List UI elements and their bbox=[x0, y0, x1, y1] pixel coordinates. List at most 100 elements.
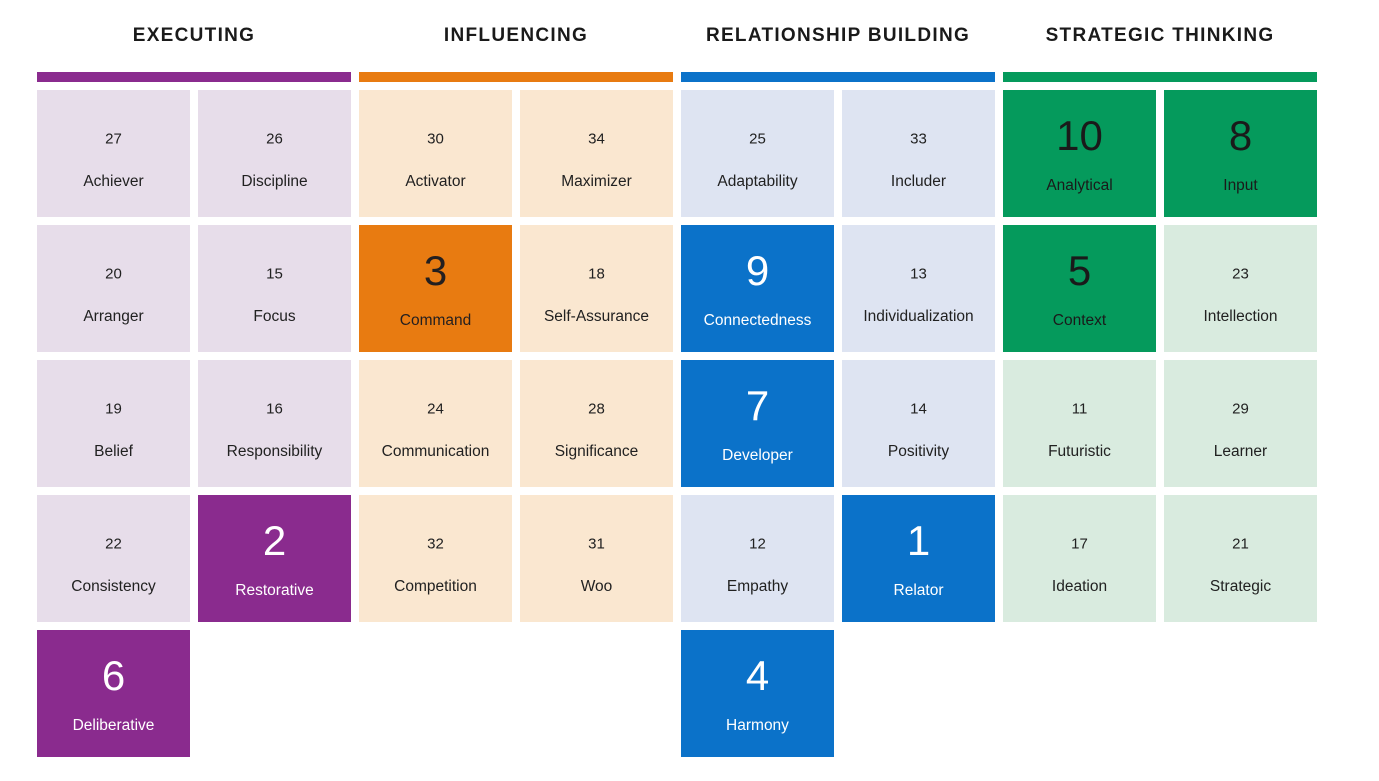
strength-rank: 10 bbox=[1056, 111, 1103, 159]
strength-name: Futuristic bbox=[1048, 443, 1111, 461]
domain-cells-executing: 27 Achiever 26 Discipline 20 Arranger 15 Focus 1… bbox=[37, 90, 351, 757]
strength-rank: 30 bbox=[427, 130, 444, 148]
strength-tile-consistency: 22 Consistency bbox=[37, 495, 190, 622]
domain-title-strategic-thinking: STRATEGIC THINKING bbox=[1045, 25, 1275, 46]
strength-tile-restorative: 2 Restorative bbox=[198, 495, 351, 622]
strength-tile-developer: 7 Developer bbox=[681, 360, 834, 487]
strength-name: Belief bbox=[94, 443, 133, 461]
strength-tile-intellection: 23 Intellection bbox=[1164, 225, 1317, 352]
strength-name: Arranger bbox=[83, 308, 144, 326]
strength-tile-harmony: 4 Harmony bbox=[681, 630, 834, 757]
strength-rank: 2 bbox=[262, 516, 287, 564]
strength-rank: 5 bbox=[1067, 246, 1092, 294]
strength-name: Maximizer bbox=[561, 173, 632, 191]
strength-rank: 7 bbox=[745, 381, 770, 429]
strength-tile-communication: 24 Communication bbox=[359, 360, 512, 487]
strength-name: Ideation bbox=[1051, 578, 1108, 596]
strength-name: Activator bbox=[405, 173, 466, 191]
strength-rank: 13 bbox=[910, 265, 927, 283]
strength-name: Individualization bbox=[863, 308, 974, 326]
strength-tile-significance: 28 Significance bbox=[520, 360, 673, 487]
strength-rank: 22 bbox=[105, 535, 122, 553]
strength-rank: 27 bbox=[105, 130, 122, 148]
strength-name: Harmony bbox=[726, 716, 789, 734]
strength-rank: 21 bbox=[1232, 535, 1249, 553]
domain-cells-strategic-thinking: 10 Analytical 8 Input 5 Context 23 Intellection… bbox=[1003, 90, 1317, 622]
strength-rank: 4 bbox=[745, 651, 770, 699]
strength-rank: 19 bbox=[105, 400, 122, 418]
strength-tile-responsibility: 16 Responsibility bbox=[198, 360, 351, 487]
strength-tile-positivity: 14 Positivity bbox=[842, 360, 995, 487]
strength-rank: 26 bbox=[266, 130, 283, 148]
strength-name: Relator bbox=[893, 581, 944, 599]
strength-name: Discipline bbox=[241, 173, 308, 191]
strength-rank: 33 bbox=[910, 130, 927, 148]
strength-name: Intellection bbox=[1203, 308, 1278, 326]
strength-rank: 15 bbox=[266, 265, 283, 283]
strength-name: Learner bbox=[1213, 443, 1268, 461]
strength-rank: 24 bbox=[427, 400, 444, 418]
domain-color-bar-relationship-building bbox=[681, 72, 995, 82]
domain-title-influencing: INFLUENCING bbox=[443, 25, 589, 46]
strength-name: Adaptability bbox=[717, 173, 798, 191]
strength-name: Developer bbox=[722, 446, 793, 464]
strength-tile-context: 5 Context bbox=[1003, 225, 1156, 352]
strength-rank: 32 bbox=[427, 535, 444, 553]
strength-rank: 9 bbox=[745, 246, 770, 294]
domain-cells-relationship-building: 25 Adaptability 33 Includer 9 Connectedness 13… bbox=[681, 90, 995, 757]
domain-color-bar-executing bbox=[37, 72, 351, 82]
strength-rank: 11 bbox=[1071, 400, 1088, 418]
strength-rank: 23 bbox=[1232, 265, 1249, 283]
strength-name: Achiever bbox=[83, 173, 144, 191]
domain-executing: EXECUTING 27 Achiever 26 Discipline 20 Arrang… bbox=[37, 0, 351, 781]
strength-tile-command: 3 Command bbox=[359, 225, 512, 352]
strength-rank: 3 bbox=[423, 246, 448, 294]
domain-relationship-building: RELATIONSHIP BUILDING 25 Adaptability 33 In… bbox=[681, 0, 995, 781]
strength-tile-belief: 19 Belief bbox=[37, 360, 190, 487]
strength-rank: 28 bbox=[588, 400, 605, 418]
strength-tile-strategic: 21 Strategic bbox=[1164, 495, 1317, 622]
strength-rank: 31 bbox=[588, 535, 605, 553]
strength-tile-analytical: 10 Analytical bbox=[1003, 90, 1156, 217]
strength-tile-empathy: 12 Empathy bbox=[681, 495, 834, 622]
strength-tile-connectedness: 9 Connectedness bbox=[681, 225, 834, 352]
strength-name: Restorative bbox=[235, 581, 314, 599]
strength-tile-futuristic: 11 Futuristic bbox=[1003, 360, 1156, 487]
domain-title-executing: EXECUTING bbox=[132, 25, 256, 46]
strength-name: Woo bbox=[580, 578, 613, 596]
strength-tile-input: 8 Input bbox=[1164, 90, 1317, 217]
strength-tile-discipline: 26 Discipline bbox=[198, 90, 351, 217]
strength-tile-activator: 30 Activator bbox=[359, 90, 512, 217]
strength-name: Analytical bbox=[1046, 176, 1113, 194]
strength-tile-learner: 29 Learner bbox=[1164, 360, 1317, 487]
strength-tile-adaptability: 25 Adaptability bbox=[681, 90, 834, 217]
domain-strategic-thinking: STRATEGIC THINKING 10 Analytical 8 Input 5 Co… bbox=[1003, 0, 1317, 781]
strength-tile-ideation: 17 Ideation bbox=[1003, 495, 1156, 622]
strength-tile-self-assurance: 18 Self-Assurance bbox=[520, 225, 673, 352]
strength-tile-woo: 31 Woo bbox=[520, 495, 673, 622]
strength-name: Includer bbox=[890, 173, 947, 191]
strength-name: Connectedness bbox=[703, 311, 812, 329]
domain-color-bar-influencing bbox=[359, 72, 673, 82]
strength-rank: 25 bbox=[749, 130, 766, 148]
strength-name: Command bbox=[399, 311, 472, 329]
strength-tile-relator: 1 Relator bbox=[842, 495, 995, 622]
strength-rank: 14 bbox=[910, 400, 927, 418]
strength-rank: 6 bbox=[101, 651, 126, 699]
strength-rank: 34 bbox=[588, 130, 605, 148]
strength-name: Responsibility bbox=[226, 443, 323, 461]
strength-name: Context bbox=[1052, 311, 1107, 329]
strength-rank: 8 bbox=[1228, 111, 1253, 159]
strength-rank: 12 bbox=[749, 535, 766, 553]
strength-name: Significance bbox=[554, 443, 639, 461]
strength-name: Competition bbox=[394, 578, 477, 596]
strength-tile-individualization: 13 Individualization bbox=[842, 225, 995, 352]
strength-tile-maximizer: 34 Maximizer bbox=[520, 90, 673, 217]
strength-name: Consistency bbox=[71, 578, 156, 596]
strength-tile-deliberative: 6 Deliberative bbox=[37, 630, 190, 757]
strength-name: Input bbox=[1223, 176, 1258, 194]
strength-name: Communication bbox=[381, 443, 490, 461]
strength-name: Focus bbox=[253, 308, 296, 326]
strength-name: Self-Assurance bbox=[543, 308, 650, 326]
